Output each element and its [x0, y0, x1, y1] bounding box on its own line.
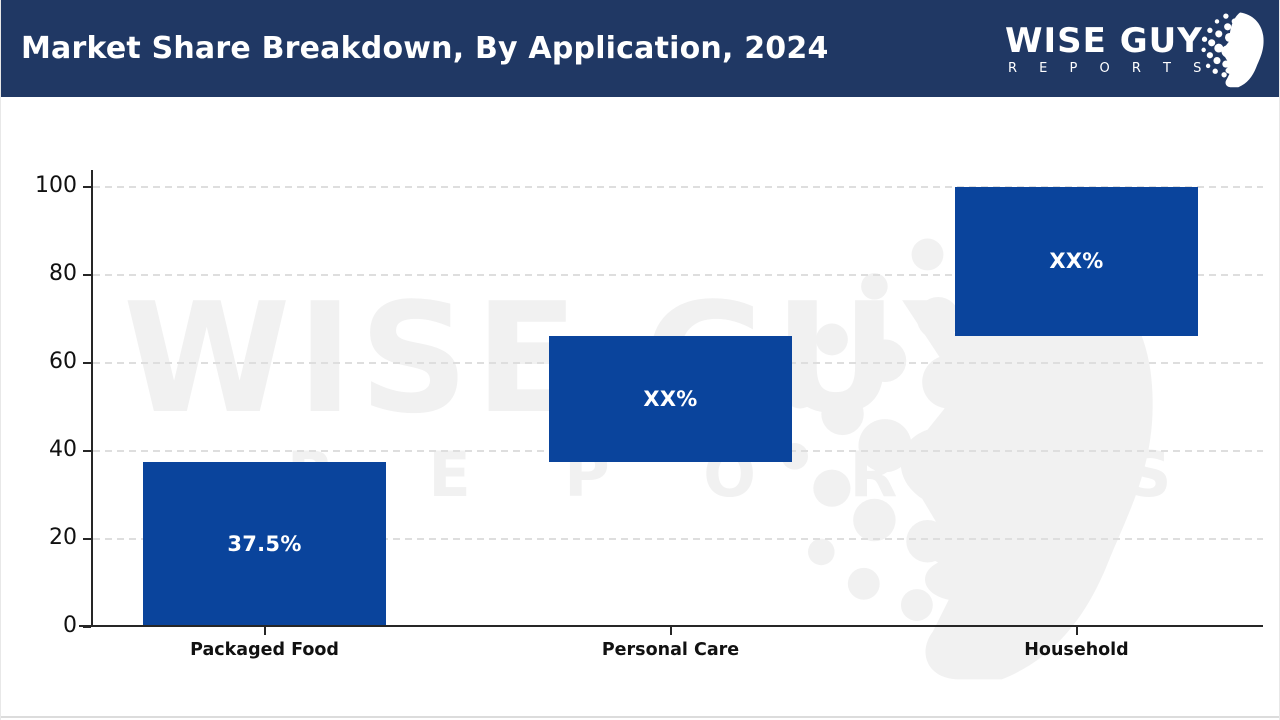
wiseguy-logo-text: WISE GUY R E P O R T S	[1005, 21, 1211, 76]
y-tick-mark	[83, 361, 91, 364]
bar-personal-care: XX%	[549, 336, 792, 462]
gridline-y80	[93, 273, 1263, 276]
logo-subtitle: R E P O R T S	[1008, 60, 1211, 76]
page-bottom-divider	[1, 716, 1279, 718]
bar-value-label: XX%	[1049, 249, 1104, 274]
bar-household: XX%	[955, 186, 1198, 337]
y-tick-label: 20	[49, 524, 77, 550]
y-tick-mark	[83, 537, 91, 540]
wiseguy-logo: WISE GUY R E P O R T S	[1005, 6, 1271, 92]
y-tick-mark	[83, 449, 91, 452]
y-tick-mark	[83, 273, 91, 276]
y-tick-label: 40	[49, 436, 77, 462]
page-title: Market Share Breakdown, By Application, …	[21, 31, 829, 66]
x-axis-line	[79, 625, 1263, 627]
x-tick-mark	[1075, 627, 1078, 635]
y-tick-label: 0	[63, 613, 77, 638]
x-category-label: Packaged Food	[190, 640, 339, 660]
x-category-label: Household	[1024, 640, 1129, 660]
y-axis-line	[91, 170, 93, 627]
chart-header: Market Share Breakdown, By Application, …	[1, 0, 1279, 97]
bar-value-label: 37.5%	[227, 532, 302, 557]
y-tick-label: 60	[49, 348, 77, 374]
y-tick-mark	[83, 626, 91, 628]
wiseguy-face-logo-icon	[1201, 12, 1264, 88]
x-category-label: Personal Care	[601, 640, 740, 660]
bar-value-label: XX%	[643, 387, 698, 412]
x-tick-mark	[669, 627, 672, 635]
logo-wordmark: WISE GUY	[1005, 21, 1203, 62]
x-tick-mark	[263, 627, 266, 635]
plot-area: 37.5% XX% XX%	[83, 170, 1263, 628]
y-tick-label: 80	[49, 260, 77, 286]
bar-packaged-food: 37.5%	[143, 461, 386, 627]
y-tick-mark	[83, 185, 91, 188]
gridline-y100	[93, 185, 1263, 188]
gridline-y20	[93, 537, 1263, 540]
y-tick-label: 100	[35, 172, 77, 198]
